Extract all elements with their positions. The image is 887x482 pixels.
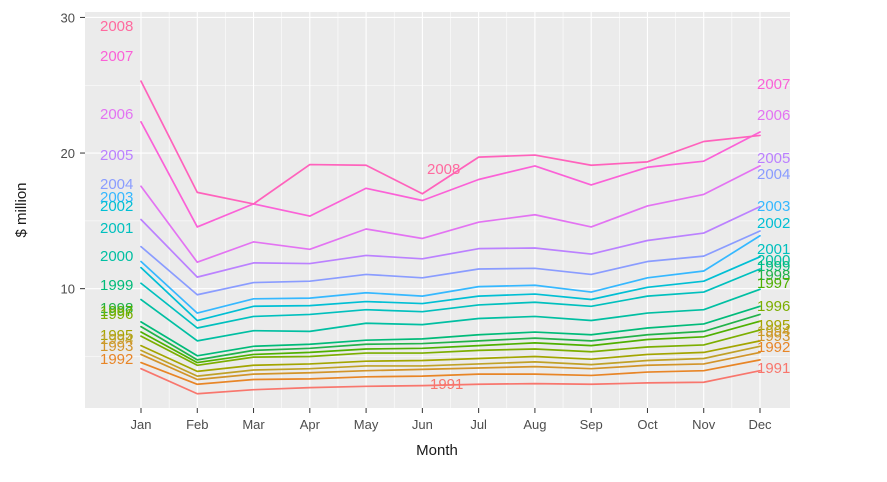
x-tick-label: Nov bbox=[692, 417, 716, 432]
series-label-right-1997: 1997 bbox=[757, 275, 790, 292]
series-line-1992 bbox=[140, 359, 761, 386]
x-tick-label: May bbox=[354, 417, 379, 432]
series-line-2004 bbox=[140, 230, 761, 296]
series-label-right-2003: 2003 bbox=[757, 198, 790, 215]
x-tick-label: Apr bbox=[300, 417, 321, 432]
plot-panel-background bbox=[85, 12, 790, 408]
y-tick-label: 30 bbox=[61, 10, 75, 25]
series-line-1995 bbox=[140, 340, 761, 373]
series-line-2008 bbox=[140, 80, 761, 205]
series-label-right-2004: 2004 bbox=[757, 166, 790, 183]
series-line-1997 bbox=[140, 320, 761, 364]
x-tick-label: Jan bbox=[131, 417, 152, 432]
series-line-1993 bbox=[140, 351, 761, 381]
series-label-left-2001: 2001 bbox=[100, 220, 133, 237]
series-label-right-1996: 1996 bbox=[757, 298, 790, 315]
series-label-right-2002: 2002 bbox=[757, 215, 790, 232]
series-line-2005 bbox=[140, 205, 761, 278]
series-label-right-2008: 2008 bbox=[427, 161, 460, 178]
series-label-left-2007: 2007 bbox=[100, 48, 133, 65]
series-label-right-2001: 2001 bbox=[757, 241, 790, 258]
series-line-2002 bbox=[140, 255, 761, 322]
series-label-left-1991: 1991 bbox=[430, 376, 463, 393]
series-line-1999 bbox=[140, 305, 761, 357]
series-label-left-1997: 1997 bbox=[100, 303, 133, 320]
series-label-left-1998: 1998 bbox=[100, 300, 133, 317]
series-label-left-2002: 2002 bbox=[100, 198, 133, 215]
series-line-1994 bbox=[140, 345, 761, 377]
series-label-left-1992: 1992 bbox=[100, 351, 133, 368]
x-tick-label: Oct bbox=[637, 417, 658, 432]
series-line-2007 bbox=[140, 121, 761, 228]
series-label-left-2008: 2008 bbox=[100, 18, 133, 35]
series-line-1998 bbox=[140, 313, 761, 361]
series-label-left-2003: 2003 bbox=[100, 189, 133, 206]
series-label-right-2007: 2007 bbox=[757, 76, 790, 93]
series-label-right-1994: 1994 bbox=[757, 323, 790, 340]
x-tick-label: Mar bbox=[242, 417, 265, 432]
y-tick-label: 20 bbox=[61, 146, 75, 161]
series-label-right-1995: 1995 bbox=[757, 317, 790, 334]
x-tick-label: Jul bbox=[470, 417, 487, 432]
series-label-left-1994: 1994 bbox=[100, 331, 133, 348]
series-label-right-1993: 1993 bbox=[757, 328, 790, 345]
x-axis-ticks: Jan Feb Mar Apr May Jun Jul Aug Sep Oct Nov Dec bbox=[131, 408, 772, 432]
x-tick-label: Feb bbox=[186, 417, 208, 432]
series-line-2006 bbox=[140, 165, 761, 264]
series-line-2000 bbox=[140, 288, 761, 342]
series-line-1991 bbox=[140, 367, 761, 395]
series-label-right-1992: 1992 bbox=[757, 339, 790, 356]
series-label-left-1999: 1999 bbox=[100, 277, 133, 294]
gridlines bbox=[85, 12, 790, 408]
y-axis-ticks: 10 20 30 bbox=[61, 10, 85, 297]
series-label-right-1999: 1999 bbox=[757, 258, 790, 275]
x-tick-label: Dec bbox=[748, 417, 772, 432]
series-label-left-2006: 2006 bbox=[100, 106, 133, 123]
series-label-right-2000: 2000 bbox=[757, 252, 790, 269]
series-label-left-2005: 2005 bbox=[100, 147, 133, 164]
y-tick-label: 10 bbox=[61, 282, 75, 297]
series-direct-labels: 2008200720062005200420032002200120001999… bbox=[100, 18, 790, 393]
series-label-left-1993: 1993 bbox=[100, 338, 133, 355]
series-label-right-2005: 2005 bbox=[757, 150, 790, 167]
y-axis-title: $ million bbox=[13, 182, 30, 237]
x-axis-title: Month bbox=[416, 442, 458, 459]
series-label-right-1991: 1991 bbox=[757, 360, 790, 377]
x-tick-label: Jun bbox=[412, 417, 433, 432]
series-label-left-2000: 2000 bbox=[100, 248, 133, 265]
series-label-right-1998: 1998 bbox=[757, 267, 790, 284]
x-tick-label: Sep bbox=[580, 417, 603, 432]
x-tick-label: Aug bbox=[523, 417, 546, 432]
series-label-left-1995: 1995 bbox=[100, 327, 133, 344]
series-line-2003 bbox=[140, 234, 761, 314]
series-label-left-2004: 2004 bbox=[100, 176, 133, 193]
series-lines bbox=[140, 80, 761, 395]
series-line-2001 bbox=[140, 268, 761, 329]
series-label-left-1996: 1996 bbox=[100, 306, 133, 323]
series-label-right-2006: 2006 bbox=[757, 107, 790, 124]
series-line-1996 bbox=[140, 329, 761, 367]
